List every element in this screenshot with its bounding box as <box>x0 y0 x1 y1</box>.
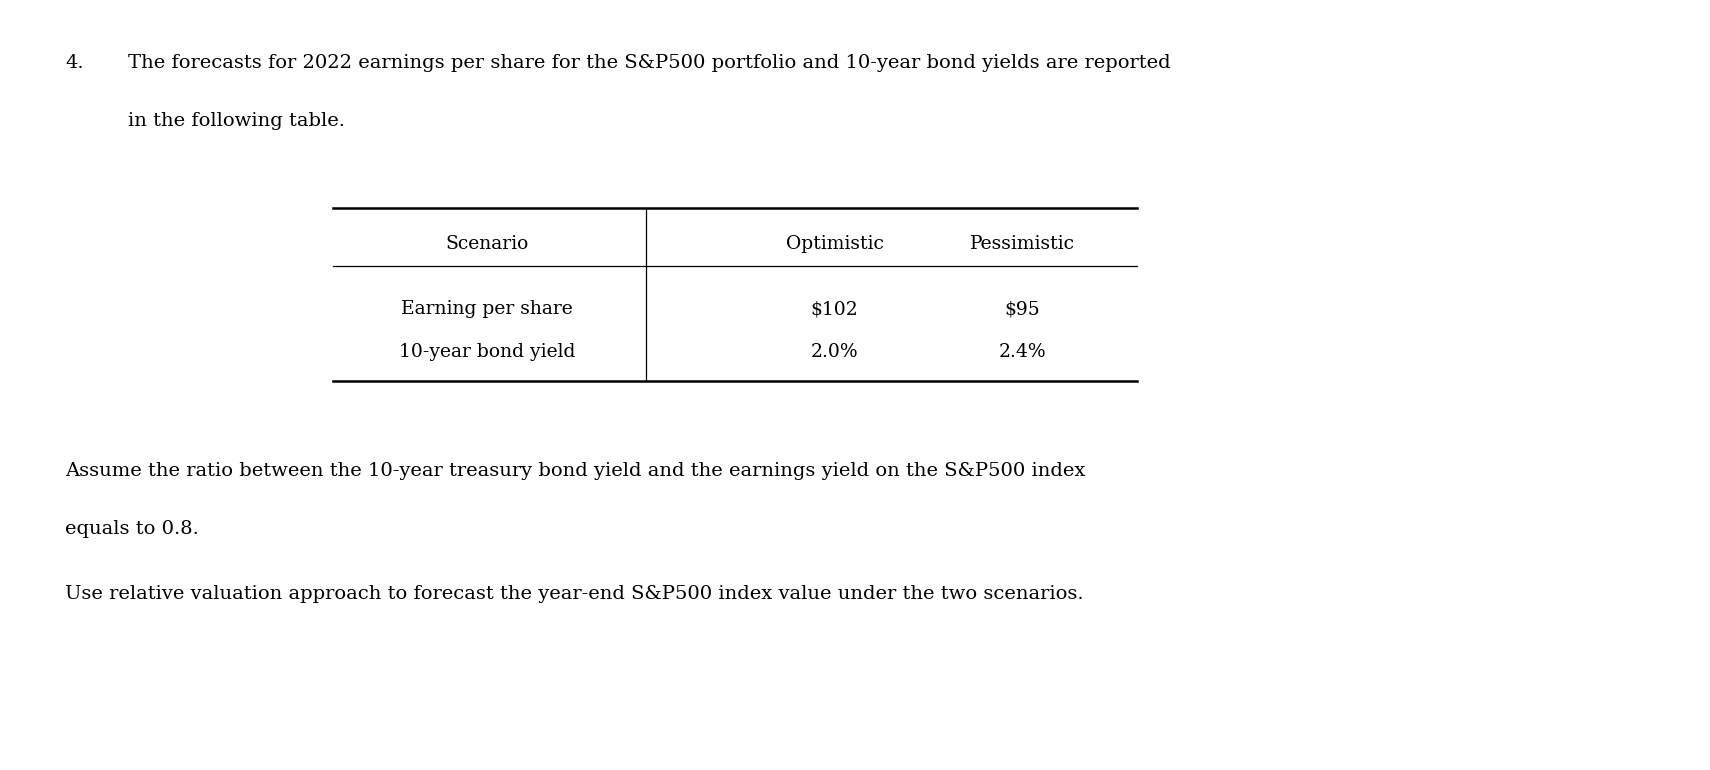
Text: The forecasts for 2022 earnings per share for the S&P500 portfolio and 10-year b: The forecasts for 2022 earnings per shar… <box>128 54 1171 72</box>
Text: $102: $102 <box>811 300 858 318</box>
Text: 2.0%: 2.0% <box>811 343 858 360</box>
Text: 2.4%: 2.4% <box>999 343 1047 360</box>
Text: 10-year bond yield: 10-year bond yield <box>398 343 576 360</box>
Text: Optimistic: Optimistic <box>785 235 884 253</box>
Text: in the following table.: in the following table. <box>128 112 345 129</box>
Text: Use relative valuation approach to forecast the year-end S&P500 index value unde: Use relative valuation approach to forec… <box>65 585 1084 603</box>
Text: 4.: 4. <box>65 54 84 72</box>
Text: $95: $95 <box>1005 300 1040 318</box>
Text: equals to 0.8.: equals to 0.8. <box>65 520 198 537</box>
Text: Scenario: Scenario <box>446 235 528 253</box>
Text: Pessimistic: Pessimistic <box>970 235 1076 253</box>
Text: Earning per share: Earning per share <box>402 300 573 318</box>
Text: Assume the ratio between the 10-year treasury bond yield and the earnings yield : Assume the ratio between the 10-year tre… <box>65 462 1086 480</box>
